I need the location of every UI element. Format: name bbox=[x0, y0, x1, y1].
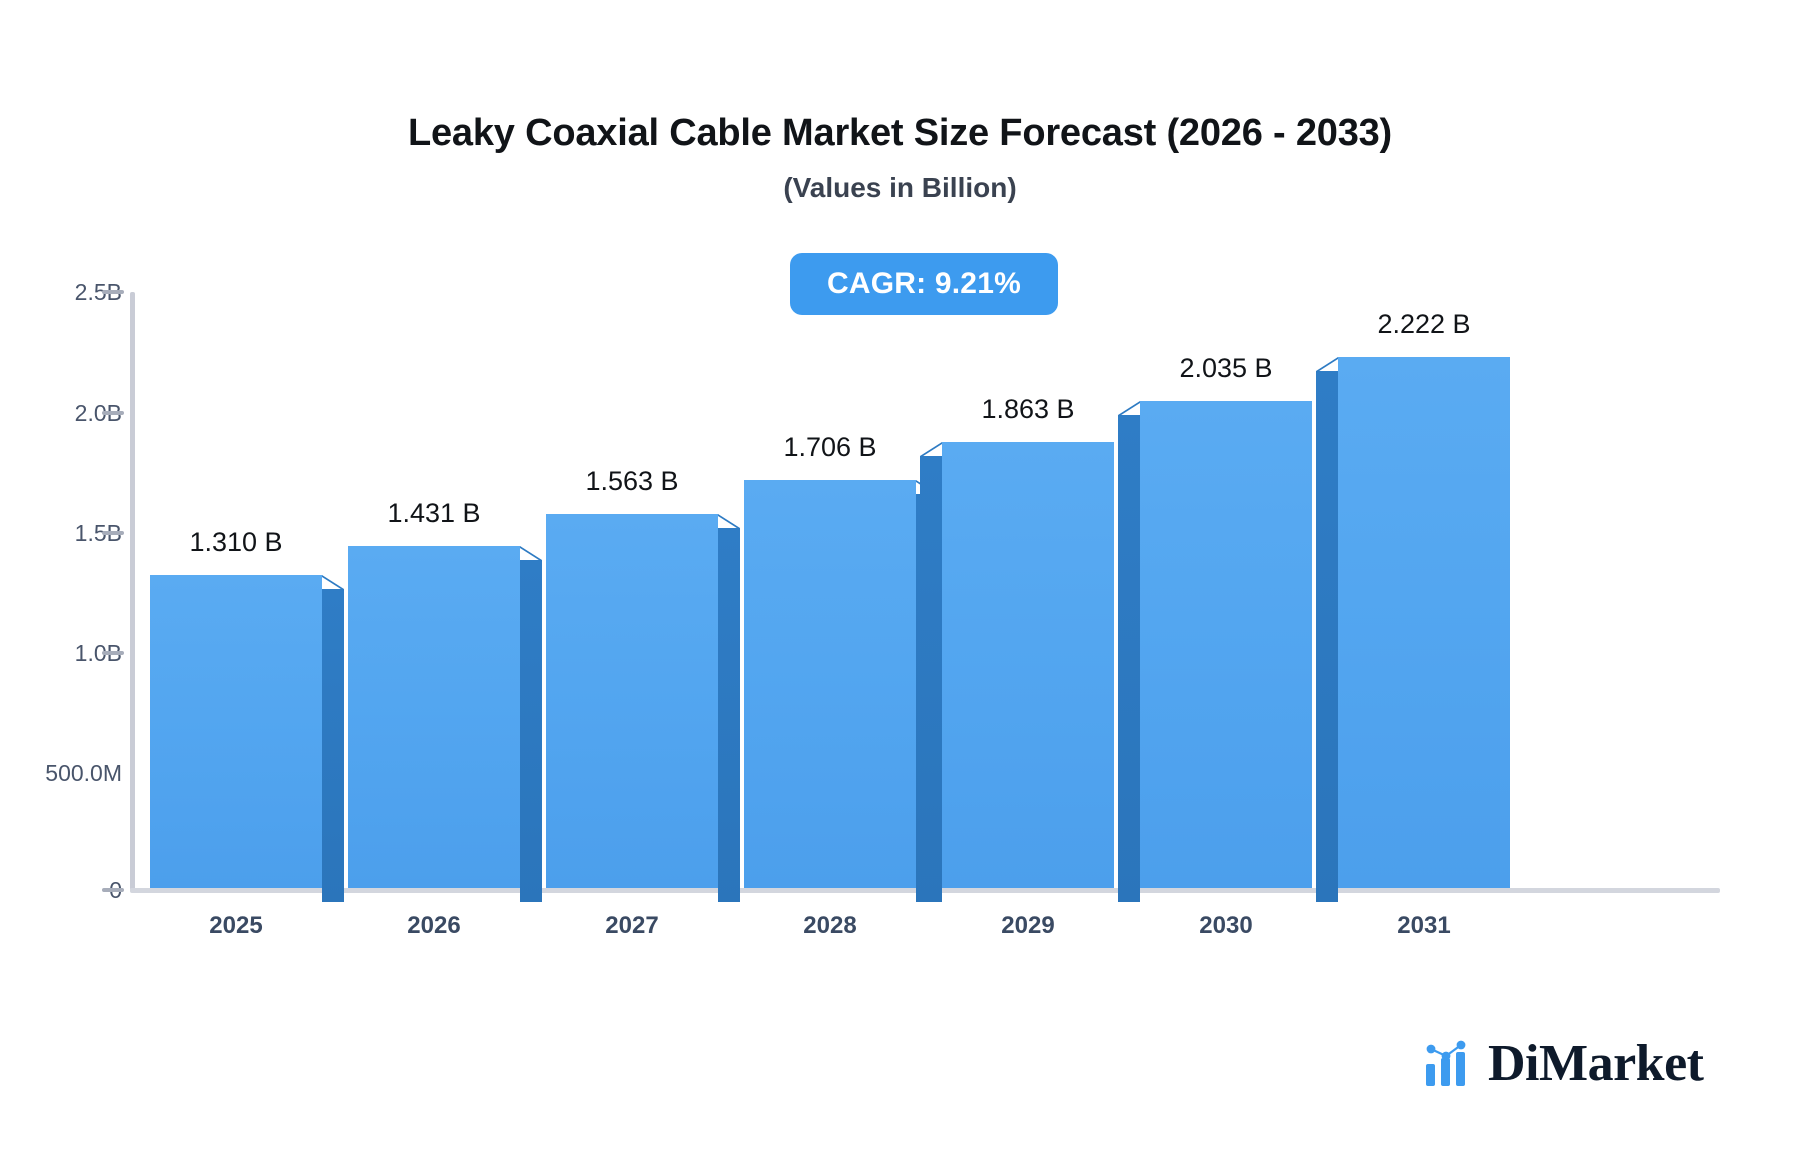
bar-2025[interactable] bbox=[150, 575, 344, 902]
page-title: Leaky Coaxial Cable Market Size Forecast… bbox=[407, 112, 1393, 154]
y-tick-500: 500.0M bbox=[45, 759, 122, 786]
brand-name: DiMarket bbox=[1488, 1035, 1704, 1092]
bar-chart-logo-icon bbox=[1426, 1040, 1466, 1086]
page-subtitle: (Values in Billion) bbox=[783, 172, 1017, 203]
bar-top-2026 bbox=[520, 546, 542, 562]
bar-side-2027 bbox=[718, 528, 740, 902]
x-label-2030: 2030 bbox=[1199, 912, 1253, 939]
x-label-2027: 2027 bbox=[605, 912, 659, 939]
bar-value-2026: 1.431 B bbox=[387, 498, 481, 528]
bar-value-2027: 1.563 B bbox=[585, 466, 679, 496]
bar-top-2027 bbox=[718, 514, 740, 530]
bar-value-2028: 1.706 B bbox=[783, 432, 877, 462]
bar-value-2025: 1.310 B bbox=[189, 527, 283, 557]
bar-side-2030 bbox=[1118, 415, 1140, 902]
cagr-badge-label: CAGR: 9.21% bbox=[827, 267, 1021, 300]
bar-2028[interactable] bbox=[744, 480, 938, 902]
bar-2031[interactable] bbox=[1316, 357, 1510, 902]
bar-face-2028 bbox=[744, 480, 916, 888]
bar-top-2031 bbox=[1316, 357, 1338, 373]
cagr-badge: CAGR: 9.21% bbox=[790, 253, 1058, 315]
bar-face-2025 bbox=[150, 575, 322, 888]
bar-2027[interactable] bbox=[546, 514, 740, 902]
bar-side-2031 bbox=[1316, 371, 1338, 902]
bar-top-2025 bbox=[322, 575, 344, 591]
bar-face-2031 bbox=[1338, 357, 1510, 888]
y-tick-dash-2000 bbox=[102, 411, 124, 415]
x-label-2026: 2026 bbox=[407, 912, 461, 939]
bar-side-2025 bbox=[322, 589, 344, 902]
bar-value-2030: 2.035 B bbox=[1179, 353, 1273, 383]
y-tick-dash-1500 bbox=[102, 531, 124, 535]
bar-2030[interactable] bbox=[1118, 401, 1312, 902]
bar-face-2029 bbox=[942, 442, 1114, 888]
bar-value-2031: 2.222 B bbox=[1377, 309, 1471, 339]
y-tick-dash-2500 bbox=[102, 290, 124, 294]
bar-value-2029: 1.863 B bbox=[981, 394, 1075, 424]
bar-top-2030 bbox=[1118, 401, 1140, 417]
bar-2026[interactable] bbox=[348, 546, 542, 902]
x-label-2031: 2031 bbox=[1397, 912, 1451, 939]
brand-logo: DiMarket bbox=[1424, 1035, 1704, 1092]
x-label-2029: 2029 bbox=[1001, 912, 1055, 939]
y-axis-line bbox=[130, 292, 135, 890]
bar-face-2030 bbox=[1140, 401, 1312, 888]
bar-side-2029 bbox=[920, 456, 942, 902]
y-tick-dash-1000 bbox=[102, 651, 124, 655]
x-label-2025: 2025 bbox=[209, 912, 263, 939]
bar-2029[interactable] bbox=[920, 442, 1114, 902]
bar-side-2026 bbox=[520, 560, 542, 902]
bar-top-2029 bbox=[920, 442, 942, 458]
y-tick-dash-0 bbox=[102, 888, 124, 892]
bar-face-2026 bbox=[348, 546, 520, 888]
x-label-2028: 2028 bbox=[803, 912, 857, 939]
bar-face-2027 bbox=[546, 514, 718, 888]
